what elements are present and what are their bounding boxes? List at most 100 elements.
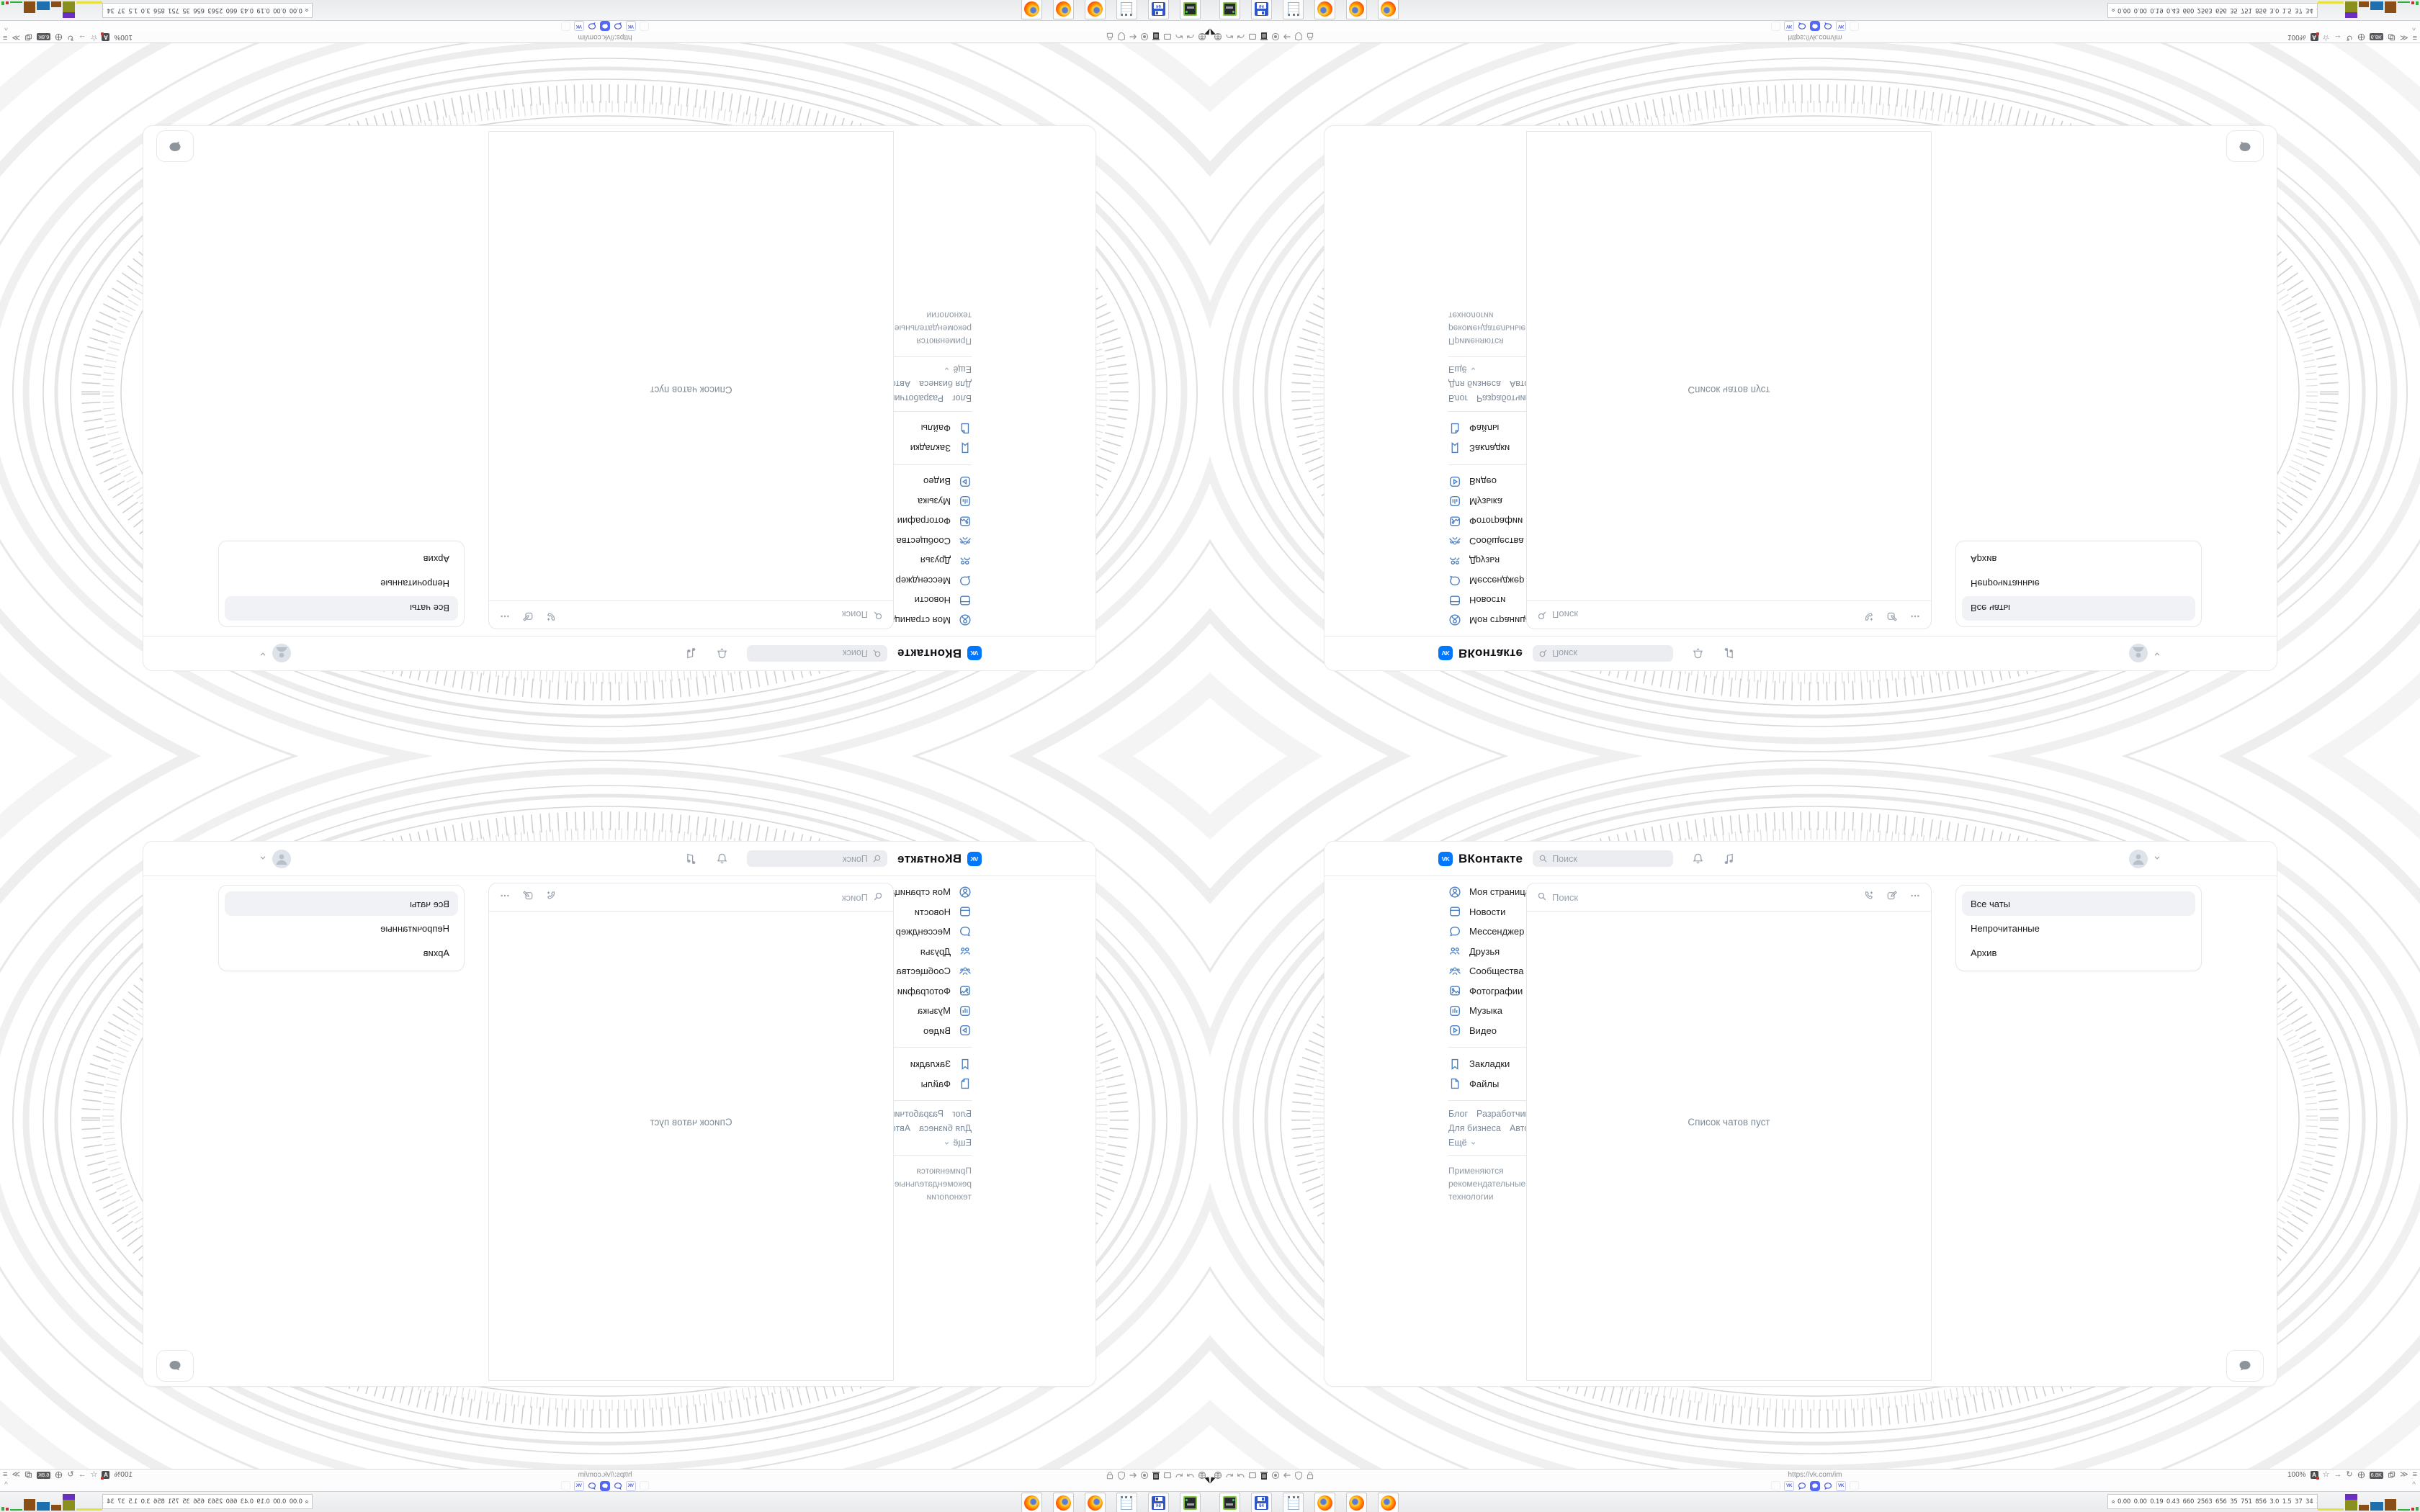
- tab-chat-favicon-active[interactable]: [1810, 21, 1820, 32]
- back-arrow-icon[interactable]: [1283, 1471, 1291, 1480]
- filter-archive[interactable]: Архив: [423, 554, 449, 565]
- overflow-chevrons-icon[interactable]: ≫: [2400, 1470, 2408, 1479]
- tab-chat-favicon[interactable]: [614, 22, 622, 31]
- sidebar-item-friends[interactable]: Друзья: [1448, 551, 1592, 571]
- compose-message-icon[interactable]: [1886, 608, 1898, 623]
- sidebar-item-video[interactable]: Видео: [1448, 1021, 1592, 1041]
- forward-arrow-icon[interactable]: →: [78, 33, 86, 42]
- undo-arc-icon[interactable]: [1186, 33, 1195, 42]
- bookmark-star-icon[interactable]: ☆: [90, 1470, 98, 1479]
- taskbar-app-floppy-64[interactable]: 64: [1148, 1493, 1169, 1512]
- sidebar-item-music[interactable]: Музыка: [828, 1001, 972, 1021]
- tab-chat-favicon-active[interactable]: [600, 21, 610, 32]
- zoom-level-label[interactable]: 100%: [114, 33, 133, 41]
- sidebar-item-friends[interactable]: Друзья: [828, 551, 972, 571]
- lock-icon[interactable]: [1106, 33, 1114, 42]
- music-note-icon[interactable]: [685, 647, 697, 660]
- taskbar-app-notepad[interactable]: [1283, 0, 1304, 19]
- sidebar-item-photos[interactable]: Фотографии: [1448, 981, 1592, 1002]
- collapse-chevron-icon[interactable]: ^: [4, 23, 8, 31]
- sidebar-item-bookmarks[interactable]: Закладки: [828, 1054, 972, 1074]
- lock-icon[interactable]: [1106, 1471, 1114, 1480]
- overflow-chevrons-icon[interactable]: ≫: [12, 33, 20, 42]
- more-options-icon[interactable]: [1909, 608, 1921, 623]
- globe-icon[interactable]: [1214, 1471, 1222, 1480]
- globe-icon[interactable]: [1214, 33, 1222, 42]
- sidebar-item-files[interactable]: Файлы: [828, 418, 972, 438]
- sidebar-item-my-page[interactable]: Моя страница: [828, 611, 972, 631]
- sidebar-item-news[interactable]: Новости: [1448, 590, 1592, 611]
- window-frame-icon[interactable]: [1163, 33, 1172, 42]
- back-arrow-icon[interactable]: [1283, 33, 1291, 42]
- address-bar-url[interactable]: https://vk.com/im: [578, 33, 632, 41]
- more-options-icon[interactable]: [1909, 890, 1921, 905]
- lock-icon[interactable]: [1306, 1471, 1314, 1480]
- call-plus-icon[interactable]: [545, 608, 557, 623]
- blocked-counter-badge[interactable]: 6.8K: [36, 1471, 51, 1479]
- eye-circle-icon[interactable]: [1140, 1471, 1149, 1480]
- taskbar-app-disk-utility[interactable]: [1180, 1493, 1201, 1512]
- link-business[interactable]: Для бизнеса: [919, 379, 972, 389]
- sidebar-item-news[interactable]: Новости: [828, 902, 972, 922]
- profile-avatar[interactable]: [272, 644, 291, 663]
- notifications-bell-icon[interactable]: [716, 852, 728, 865]
- compose-message-icon[interactable]: [522, 608, 534, 623]
- redo-arc-icon[interactable]: [1237, 33, 1245, 42]
- taskbar-app-floppy-64[interactable]: 64: [1251, 1493, 1272, 1512]
- call-plus-icon[interactable]: [1863, 890, 1875, 905]
- tab-vk-favicon[interactable]: VK: [574, 1480, 584, 1491]
- trash-icon[interactable]: [1152, 1471, 1160, 1480]
- tab-vk-favicon[interactable]: VK: [1784, 1480, 1794, 1491]
- link-more[interactable]: Ещё: [1448, 1138, 1476, 1148]
- filter-archive[interactable]: Архив: [423, 947, 449, 958]
- web-panel-globe-icon[interactable]: [2357, 33, 2365, 41]
- filter-archive[interactable]: Архив: [1971, 554, 1997, 565]
- taskbar-app-firefox-2[interactable]: [1053, 0, 1074, 19]
- browser-menu-icon[interactable]: ≡: [2412, 1470, 2417, 1479]
- tab-chat-favicon-active[interactable]: [1810, 1480, 1820, 1491]
- blocked-counter-badge[interactable]: 6.8K: [2369, 1471, 2384, 1479]
- taskbar-app-firefox-3[interactable]: [1021, 0, 1042, 19]
- global-search-input[interactable]: Поиск: [1533, 645, 1674, 662]
- taskbar-app-firefox-1[interactable]: [1314, 0, 1335, 19]
- sidebar-item-photos[interactable]: Фотографии: [828, 981, 972, 1002]
- sidebar-item-video[interactable]: Видео: [1448, 472, 1592, 492]
- sidebar-item-music[interactable]: Музыка: [1448, 1001, 1592, 1021]
- redo-arc-icon[interactable]: [1175, 1471, 1183, 1480]
- link-more[interactable]: Ещё: [944, 1138, 972, 1148]
- overflow-chevrons-icon[interactable]: ≫: [2400, 33, 2408, 42]
- link-more[interactable]: Ещё: [944, 364, 972, 374]
- zoom-level-label[interactable]: 100%: [2287, 33, 2306, 41]
- chevron-down-icon[interactable]: [2153, 852, 2161, 865]
- sidebar-item-music[interactable]: Музыка: [1448, 492, 1592, 512]
- link-blog[interactable]: Блог: [951, 393, 972, 403]
- reload-icon[interactable]: ↻: [2346, 33, 2353, 42]
- tab-chat-favicon[interactable]: [1824, 22, 1832, 31]
- compose-message-icon[interactable]: [522, 890, 534, 905]
- link-blog[interactable]: Блог: [1448, 393, 1469, 403]
- taskbar-app-firefox-1[interactable]: [1085, 0, 1106, 19]
- sidebar-item-my-page[interactable]: Моя страница: [1448, 882, 1592, 902]
- translate-page-icon[interactable]: A: [102, 33, 110, 41]
- trash-icon[interactable]: [1152, 32, 1160, 42]
- sidebar-item-messenger[interactable]: Мессенджер: [828, 571, 972, 591]
- sidebar-item-photos[interactable]: Фотографии: [828, 511, 972, 531]
- eye-circle-icon[interactable]: [1271, 1471, 1280, 1480]
- call-plus-icon[interactable]: [1863, 608, 1875, 623]
- taskbar-app-disk-utility[interactable]: [1219, 1493, 1240, 1512]
- vk-logo[interactable]: VK: [1438, 851, 1453, 866]
- floating-chat-button[interactable]: [2226, 130, 2264, 162]
- address-bar-url[interactable]: https://vk.com/im: [578, 1471, 632, 1479]
- profile-avatar[interactable]: [2129, 644, 2148, 663]
- notifications-bell-icon[interactable]: [1692, 647, 1704, 660]
- filter-all-chats[interactable]: Все чаты: [1962, 596, 2195, 621]
- taskbar-app-disk-utility[interactable]: [1180, 0, 1201, 19]
- music-note-icon[interactable]: [1723, 852, 1735, 865]
- sidebar-item-news[interactable]: Новости: [1448, 902, 1592, 922]
- filter-all-chats[interactable]: Все чаты: [225, 596, 458, 621]
- compose-message-icon[interactable]: [1886, 890, 1898, 905]
- collapse-chevron-icon[interactable]: ^: [4, 1481, 8, 1489]
- tab-vk-favicon[interactable]: VK: [1836, 1480, 1846, 1491]
- window-frame-icon[interactable]: [1163, 1471, 1172, 1480]
- filter-unread[interactable]: Непрочитанные: [380, 578, 449, 590]
